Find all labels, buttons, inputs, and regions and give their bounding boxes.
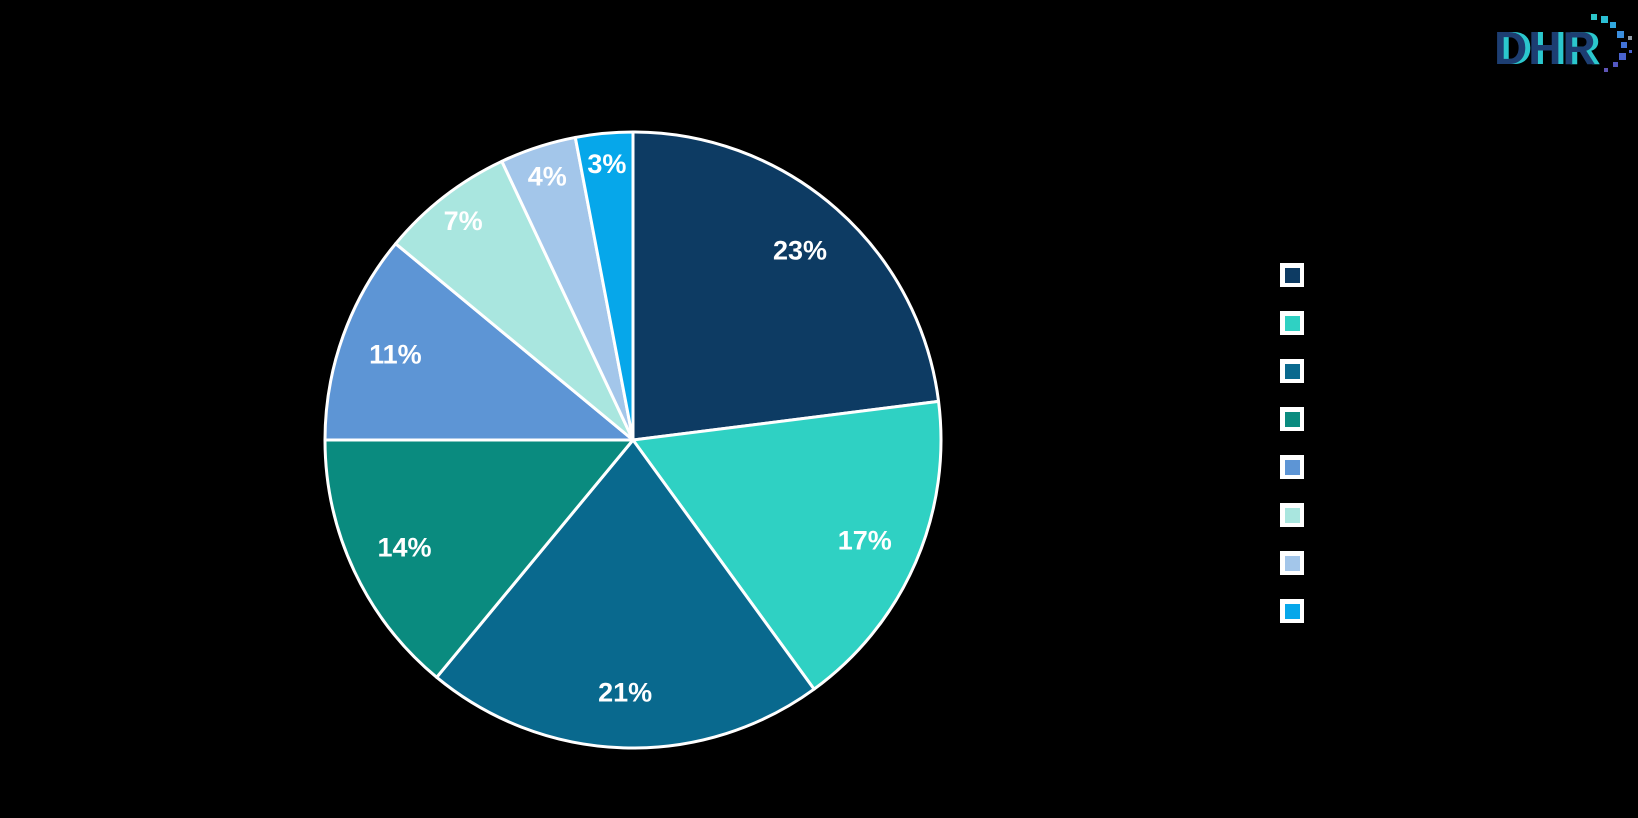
legend-swatch-color — [1284, 507, 1300, 523]
pie-slice — [573, 130, 635, 442]
pie-slice-label: 7% — [444, 206, 483, 236]
legend-swatch-color — [1284, 459, 1300, 475]
pie-slice — [631, 130, 941, 442]
legend-swatch — [1280, 551, 1304, 575]
legend-swatch-color — [1284, 555, 1300, 571]
pie-slice-label: 14% — [377, 533, 431, 563]
legend-swatch — [1280, 599, 1304, 623]
dhr-logo-dots-icon — [1591, 14, 1632, 72]
pie-slice — [323, 242, 635, 442]
legend-swatch — [1280, 407, 1304, 431]
pie-slice — [631, 399, 943, 691]
pie-slice-label: 11% — [369, 339, 422, 369]
legend-swatch-color — [1284, 315, 1300, 331]
legend-swatch-color — [1284, 267, 1300, 283]
pie-slice — [435, 438, 816, 750]
legend-swatch — [1280, 263, 1304, 287]
pie-slice-label: 4% — [528, 161, 567, 191]
pie-slice-label: 3% — [587, 149, 626, 179]
dhr-logo: DHR DHR — [1494, 12, 1638, 84]
legend-swatch-color — [1284, 363, 1300, 379]
dhr-logo-text: DHR DHR — [1494, 22, 1602, 74]
legend-swatch — [1280, 503, 1304, 527]
legend-swatch — [1280, 455, 1304, 479]
dhr-logo-text-accent: DHR — [1499, 22, 1602, 74]
legend-swatch — [1280, 359, 1304, 383]
pie-slice-label: 21% — [598, 677, 652, 707]
chart-legend — [1280, 263, 1304, 623]
legend-swatch-color — [1284, 411, 1300, 427]
pie-slice — [323, 438, 635, 679]
pie-slice — [394, 159, 635, 442]
legend-swatch — [1280, 311, 1304, 335]
pie-slice-label: 17% — [838, 525, 892, 555]
legend-swatch-color — [1284, 603, 1300, 619]
dhr-logo-text-main: DHR — [1494, 22, 1597, 74]
pie-slice-label: 23% — [773, 236, 827, 266]
